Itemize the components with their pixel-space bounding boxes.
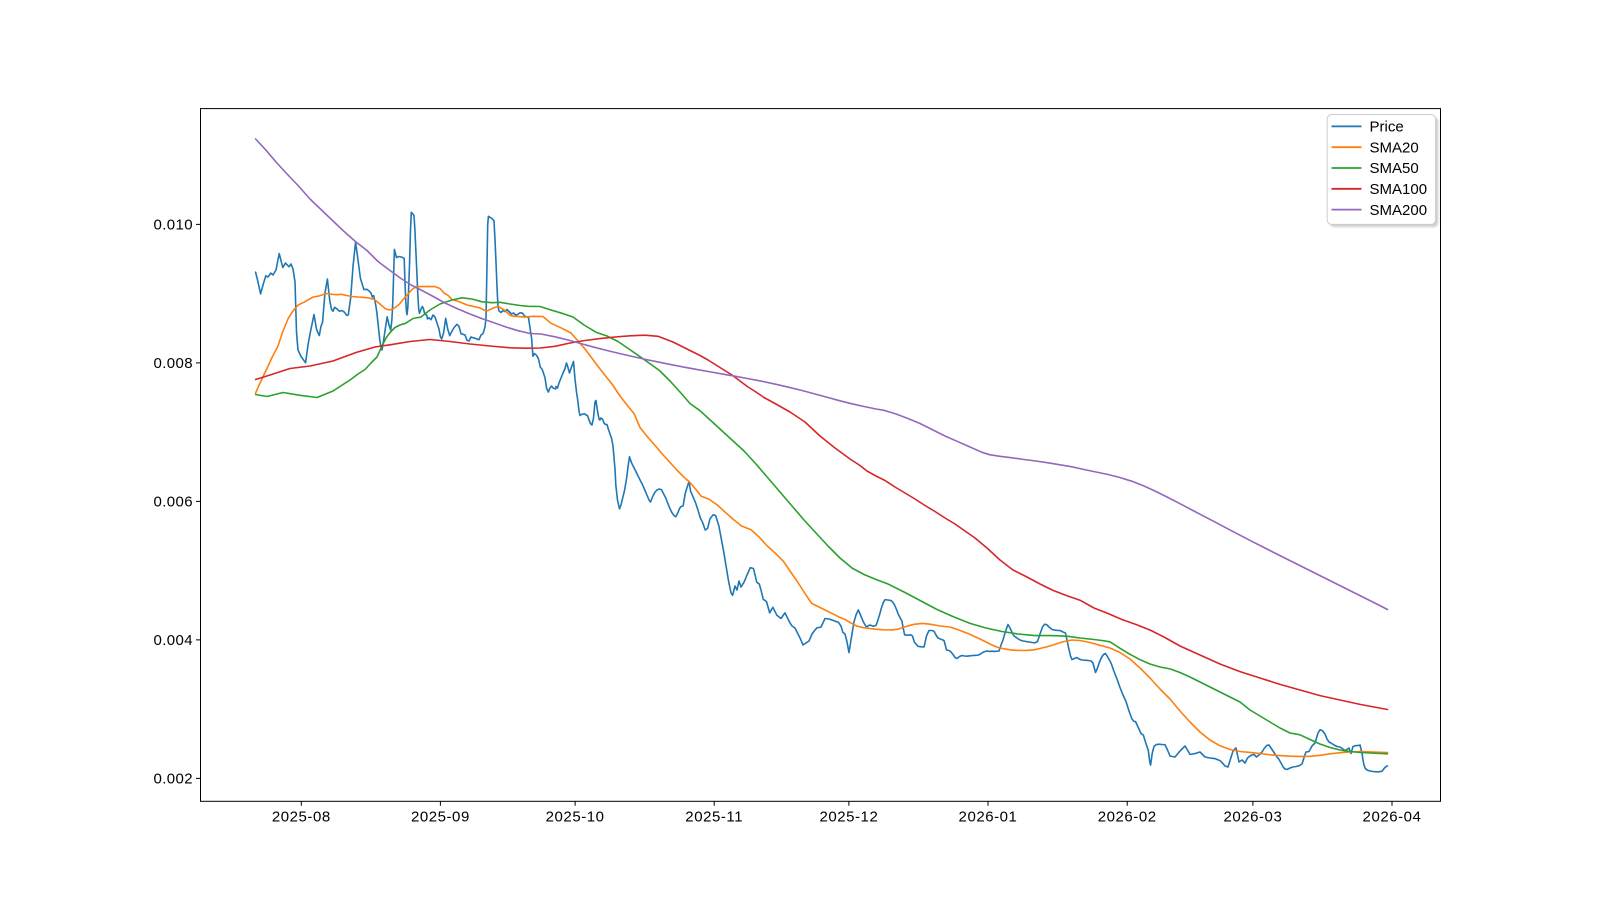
svg-text:Price: Price	[1370, 119, 1404, 136]
svg-text:0.006: 0.006	[153, 493, 193, 510]
svg-text:SMA200: SMA200	[1370, 202, 1428, 219]
svg-text:0.002: 0.002	[153, 770, 193, 787]
svg-text:SMA100: SMA100	[1370, 181, 1428, 198]
svg-text:2025-12: 2025-12	[819, 809, 878, 826]
svg-text:2026-02: 2026-02	[1098, 809, 1157, 826]
svg-text:2026-03: 2026-03	[1223, 809, 1282, 826]
svg-text:2026-01: 2026-01	[959, 809, 1018, 826]
svg-text:2025-11: 2025-11	[685, 809, 743, 826]
svg-text:2025-09: 2025-09	[411, 809, 470, 826]
svg-text:SMA50: SMA50	[1370, 160, 1419, 177]
svg-text:2026-04: 2026-04	[1363, 809, 1422, 826]
svg-text:2025-08: 2025-08	[272, 809, 331, 826]
svg-text:0.004: 0.004	[153, 632, 193, 649]
svg-text:0.010: 0.010	[153, 216, 193, 233]
svg-text:2025-10: 2025-10	[546, 809, 605, 826]
svg-text:0.008: 0.008	[153, 355, 193, 372]
svg-text:SMA20: SMA20	[1370, 139, 1419, 156]
